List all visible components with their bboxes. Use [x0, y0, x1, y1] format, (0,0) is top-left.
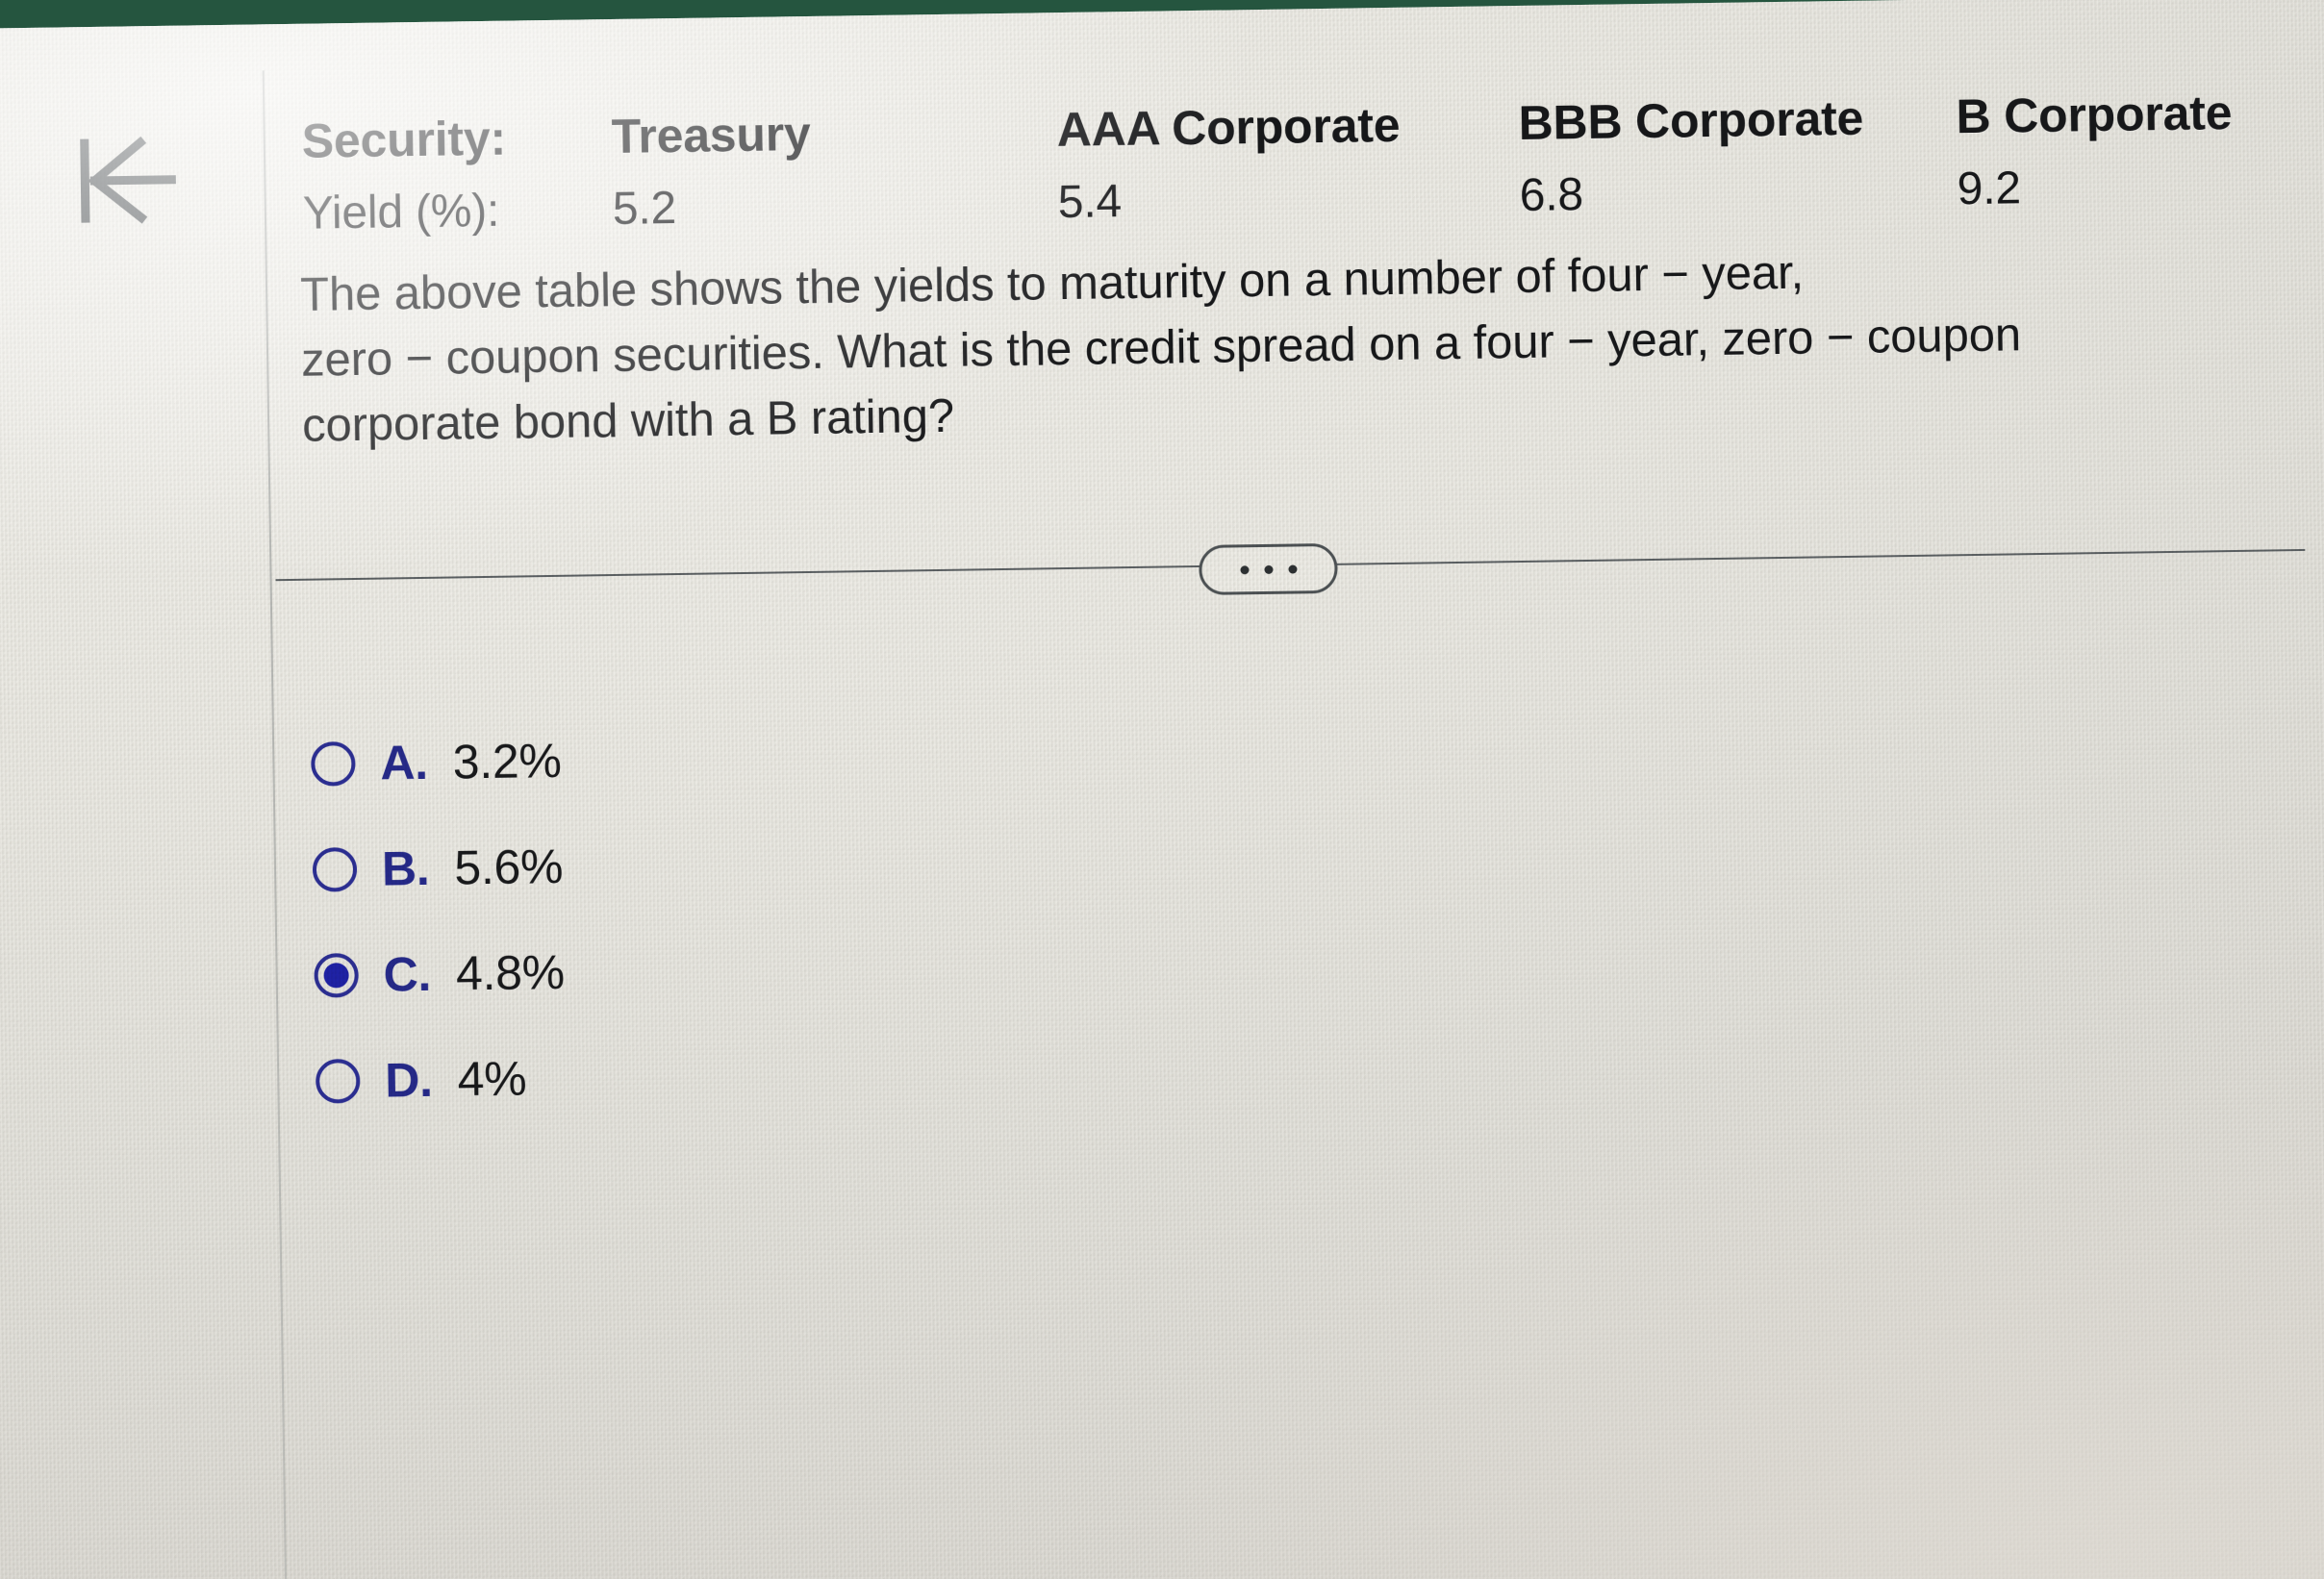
- radio-button-b[interactable]: [312, 847, 358, 892]
- dot-2: [1263, 564, 1274, 574]
- column-header-b-corporate: B Corporate: [1956, 85, 2233, 144]
- option-letter-d: D.: [384, 1052, 434, 1108]
- option-value-b: 5.6%: [453, 839, 564, 895]
- option-value-c: 4.8%: [455, 944, 566, 1001]
- answer-option-d[interactable]: D. 4%: [315, 1012, 1470, 1135]
- answer-options: A. 3.2% B. 5.6% C. 4.8% D. 4%: [311, 694, 1471, 1135]
- row-label-yield: Yield (%):: [302, 185, 500, 239]
- column-header-bbb-corporate: BBB Corporate: [1518, 90, 1864, 150]
- dot-1: [1239, 564, 1250, 574]
- answer-option-c[interactable]: C. 4.8%: [314, 906, 1469, 1029]
- option-value-d: 4%: [457, 1051, 527, 1107]
- answer-option-a[interactable]: A. 3.2%: [311, 694, 1466, 817]
- radio-button-a[interactable]: [311, 741, 356, 787]
- option-letter-c: C.: [383, 946, 432, 1002]
- option-value-a: 3.2%: [452, 733, 562, 790]
- answer-option-b[interactable]: B. 5.6%: [312, 800, 1467, 923]
- column-header-aaa-corporate: AAA Corporate: [1056, 97, 1401, 158]
- yield-aaa-corporate: 5.4: [1057, 176, 1123, 229]
- left-panel-divider: [262, 70, 289, 1579]
- yield-bbb-corporate: 6.8: [1519, 169, 1584, 221]
- yield-b-corporate: 9.2: [1957, 163, 2022, 215]
- ellipsis-expand-icon[interactable]: [1199, 542, 1338, 595]
- row-label-security: Security:: [301, 111, 507, 168]
- option-letter-a: A.: [379, 735, 429, 790]
- skip-to-start-arrow-icon[interactable]: [69, 127, 187, 235]
- column-header-treasury: Treasury: [611, 106, 812, 163]
- option-letter-b: B.: [381, 840, 430, 896]
- section-divider: [275, 529, 2306, 601]
- dot-3: [1287, 564, 1298, 574]
- yield-treasury: 5.2: [612, 183, 677, 235]
- yield-table: Security: Treasury AAA Corporate BBB Cor…: [301, 80, 2232, 255]
- radio-button-d[interactable]: [315, 1058, 361, 1104]
- question-prompt: The above table shows the yields to matu…: [300, 234, 2256, 459]
- radio-button-c[interactable]: [314, 952, 359, 998]
